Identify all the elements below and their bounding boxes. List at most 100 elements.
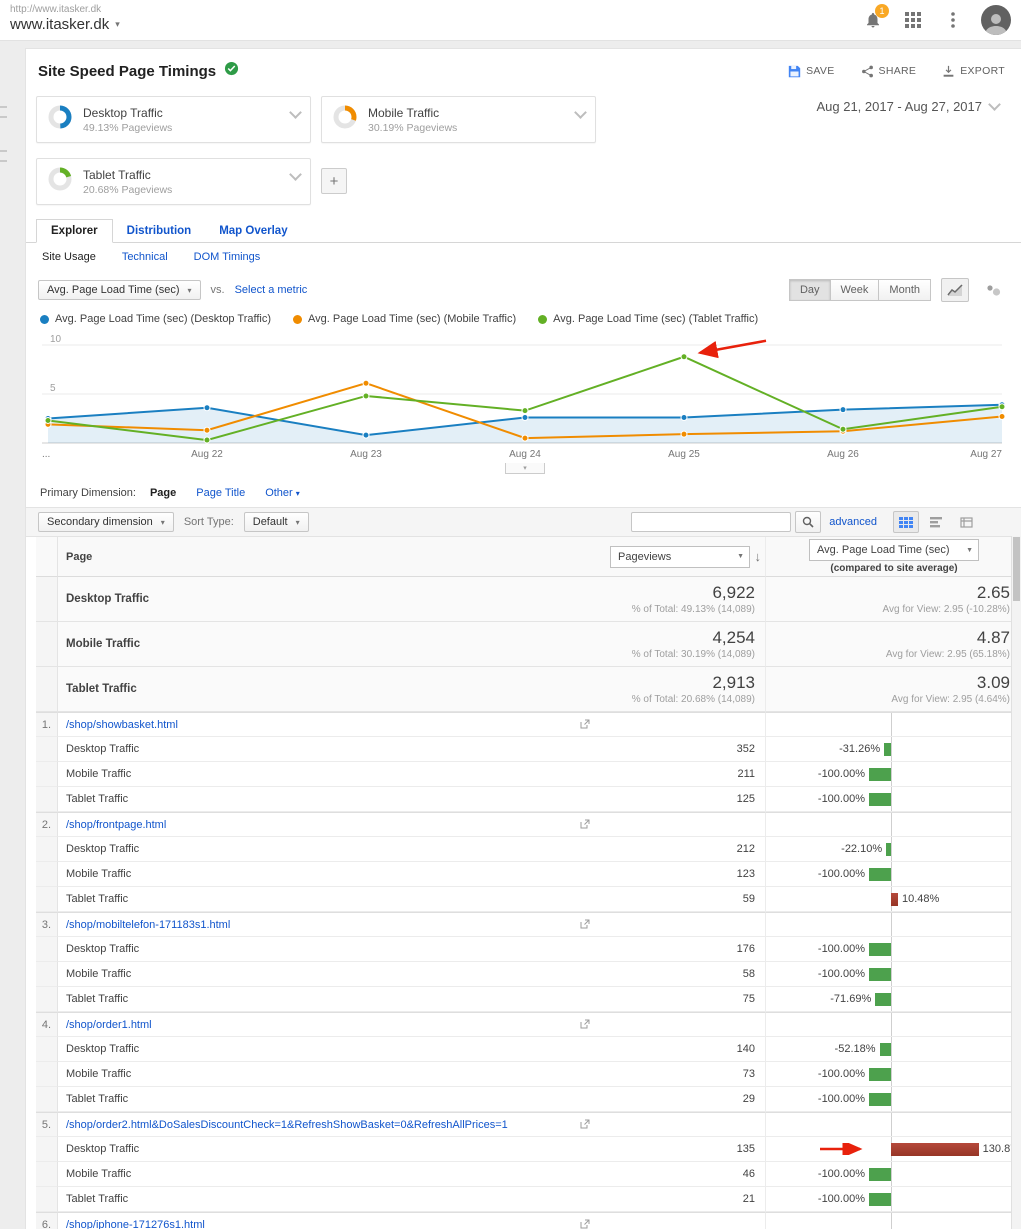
series-color-dot (538, 314, 548, 324)
page-link[interactable]: /shop/mobiltelefon-171183s1.html (66, 918, 231, 931)
page-link[interactable]: /shop/order2.html&DoSalesDiscountCheck=1… (66, 1118, 508, 1131)
chart-expander[interactable]: ▾ (505, 463, 545, 474)
annotation-arrow (820, 1143, 863, 1155)
pageviews-column-selector[interactable]: Pageviews ▼ (610, 545, 750, 568)
page-link[interactable]: /shop/frontpage.html (66, 818, 167, 831)
apps-grid-button[interactable] (901, 8, 925, 32)
pageviews-value: 140 (596, 1037, 766, 1062)
row-number: 5. (36, 1112, 58, 1137)
page-link[interactable]: /shop/showbasket.html (66, 718, 178, 731)
metric-selector[interactable]: Avg. Page Load Time (sec) ▾ (38, 280, 201, 300)
chevron-down-icon[interactable] (289, 106, 302, 119)
dimension-page[interactable]: Page (149, 487, 177, 499)
select-metric-link[interactable]: Select a metric (234, 284, 308, 296)
search-button[interactable] (795, 511, 822, 533)
segment-card-tablet[interactable]: Tablet Traffic 20.68% Pageviews (36, 158, 311, 205)
pageviews-value: 352 (596, 737, 766, 762)
tab-explorer[interactable]: Explorer (36, 219, 113, 243)
segment-row-label: Desktop Traffic (58, 737, 596, 762)
granularity-month-button[interactable]: Month (878, 279, 931, 301)
dimension-other[interactable]: Other ▾ (265, 487, 300, 499)
advanced-search-link[interactable]: advanced (829, 516, 877, 528)
apps-grid-icon (905, 12, 921, 28)
save-icon (788, 65, 801, 77)
summary-avg-detail: Avg for View: 2.95 (65.18%) (885, 649, 1010, 660)
negative-bar (879, 1043, 891, 1056)
secondary-dimension-button[interactable]: Secondary dimension ▾ (38, 512, 174, 532)
external-link-icon[interactable] (580, 919, 590, 932)
segment-row-label: Mobile Traffic (58, 762, 596, 787)
report-header: Site Speed Page Timings SAVE SHARE EXPOR… (26, 49, 1021, 93)
external-link-icon[interactable] (580, 1019, 590, 1032)
share-icon (861, 65, 873, 77)
pageviews-value: 176 (596, 937, 766, 962)
segment-donut-icon (47, 104, 73, 135)
pct-vs-average: -100.00% (817, 1193, 865, 1205)
motion-chart-view-button[interactable] (979, 278, 1007, 302)
segment-row-label: Tablet Traffic (58, 987, 596, 1012)
tab-distribution[interactable]: Distribution (126, 225, 192, 237)
pageviews-value: 125 (596, 787, 766, 812)
subtab-dom-timings[interactable]: DOM Timings (193, 251, 261, 263)
positive-bar (891, 893, 898, 906)
external-link-icon[interactable] (580, 1219, 590, 1229)
dimension-page-title[interactable]: Page Title (196, 487, 246, 499)
page-link[interactable]: /shop/iphone-171276s1.html (66, 1218, 205, 1229)
chevron-down-icon[interactable] (289, 168, 302, 181)
pct-vs-average: -100.00% (817, 768, 865, 780)
external-link-icon[interactable] (580, 1119, 590, 1132)
avg-header-label: Avg. Page Load Time (sec) (817, 544, 950, 556)
scrollbar-thumb[interactable] (1013, 537, 1020, 601)
add-segment-button[interactable]: + (321, 168, 347, 194)
svg-text:Aug 22: Aug 22 (191, 449, 223, 460)
avatar[interactable] (981, 5, 1011, 35)
date-range-selector[interactable]: Aug 21, 2017 - Aug 27, 2017 (816, 98, 1001, 114)
pct-vs-average: -31.26% (839, 743, 881, 755)
table-search-input[interactable] (631, 512, 792, 532)
notifications-button[interactable]: 1 (861, 4, 889, 32)
sort-type-button[interactable]: Default ▾ (243, 512, 309, 532)
export-button[interactable]: EXPORT (942, 65, 1005, 78)
scrollbar[interactable] (1011, 536, 1021, 1229)
pivot-view-icon[interactable] (953, 511, 979, 533)
summary-row: Tablet Traffic 2,913 % of Total: 20.68% (1… (36, 667, 1021, 712)
subtab-site-usage[interactable]: Site Usage (42, 251, 96, 263)
dropdown-caret-icon: ▼ (966, 546, 973, 554)
avg-column-selector[interactable]: Avg. Page Load Time (sec) ▼ (809, 539, 979, 561)
svg-text:...: ... (42, 449, 50, 460)
external-link-icon[interactable] (580, 719, 590, 732)
pct-vs-average: -100.00% (817, 1068, 865, 1080)
metric-selector-label: Avg. Page Load Time (sec) (47, 284, 180, 296)
pageviews-header-label: Pageviews (618, 550, 672, 563)
sort-type-label: Sort Type: (183, 516, 234, 528)
download-icon (943, 65, 954, 77)
left-edge-mark (0, 106, 7, 118)
granularity-week-button[interactable]: Week (829, 279, 880, 301)
segment-card-desktop[interactable]: Desktop Traffic 49.13% Pageviews (36, 96, 311, 143)
granularity-day-button[interactable]: Day (788, 279, 831, 301)
overflow-menu-button[interactable] (941, 8, 965, 32)
report-panel: Site Speed Page Timings SAVE SHARE EXPOR… (25, 48, 1021, 1229)
segment-card-mobile[interactable]: Mobile Traffic 30.19% Pageviews (321, 96, 596, 143)
external-link-icon[interactable] (580, 819, 590, 832)
chevron-down-icon[interactable] (574, 106, 587, 119)
share-button[interactable]: SHARE (861, 65, 917, 78)
sort-descending-icon[interactable]: ↓ (754, 549, 762, 564)
segment-donut-icon (332, 104, 358, 135)
summary-pageviews-value: 2,913 (712, 673, 755, 692)
svg-text:Aug 24: Aug 24 (509, 449, 541, 460)
data-view-icon[interactable] (893, 511, 919, 533)
subtab-technical[interactable]: Technical (121, 251, 168, 263)
row-number: 2. (36, 812, 58, 837)
save-button[interactable]: SAVE (788, 65, 834, 78)
summary-segment-name: Tablet Traffic (58, 667, 596, 712)
column-header-page[interactable]: Page (58, 537, 596, 577)
line-chart-view-button[interactable] (941, 278, 969, 302)
performance-view-icon[interactable] (923, 511, 949, 533)
summary-row: Desktop Traffic 6,922 % of Total: 49.13% (… (36, 577, 1021, 622)
page-link[interactable]: /shop/order1.html (66, 1018, 152, 1031)
segment-row-label: Tablet Traffic (58, 1087, 596, 1112)
tab-map-overlay[interactable]: Map Overlay (219, 225, 288, 237)
account-selector[interactable]: www.itasker.dk ▾ (10, 16, 120, 33)
chart-legend: Avg. Page Load Time (sec) (Desktop Traff… (40, 313, 758, 325)
